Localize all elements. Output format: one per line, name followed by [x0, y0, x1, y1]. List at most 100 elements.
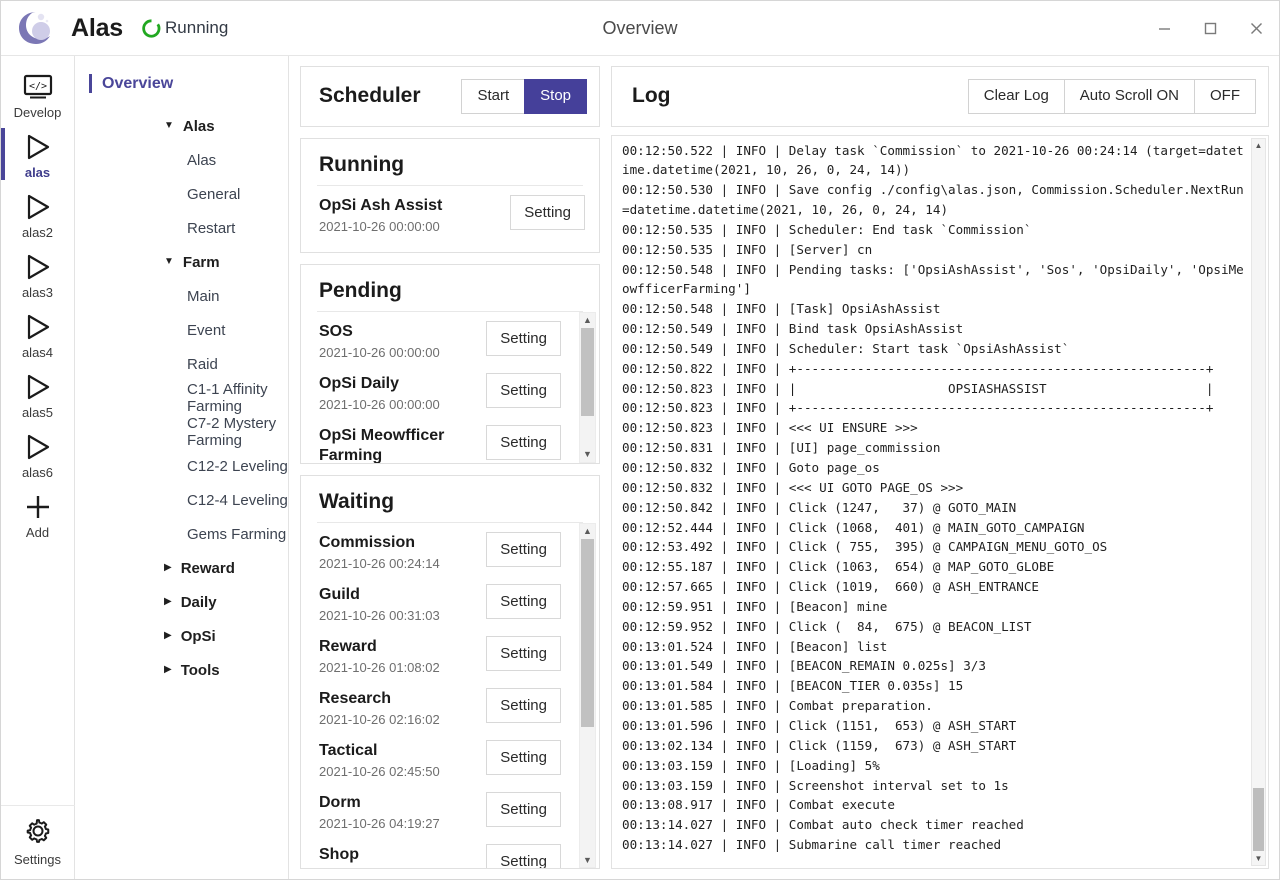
waiting-title: Waiting — [319, 489, 395, 513]
window-controls — [1141, 1, 1279, 55]
scheduler-start-button[interactable]: Start — [461, 79, 526, 114]
scheduler-card: Scheduler Start Stop — [300, 66, 600, 127]
running-list: OpSi Ash Assist 2021-10-26 00:00:00 Sett… — [301, 186, 599, 252]
scroll-up-arrow-icon[interactable]: ▲ — [583, 526, 592, 536]
scrollbar-track[interactable] — [580, 327, 595, 447]
auto-scroll-on-button[interactable]: Auto Scroll ON — [1063, 79, 1195, 114]
task-setting-button[interactable]: Setting — [486, 372, 561, 408]
pending-header: Pending — [301, 265, 599, 311]
plus-icon — [24, 490, 52, 524]
task-row: OpSi Daily 2021-10-26 00:00:00 Setting — [301, 364, 575, 416]
divider — [317, 521, 583, 523]
nav-group-header-daily[interactable]: ▶ Daily — [75, 585, 288, 619]
auto-scroll-off-button[interactable]: OFF — [1194, 79, 1256, 114]
rail-item-alas5[interactable]: alas5 — [1, 364, 75, 424]
task-time: 2021-10-26 00:31:03 — [319, 607, 440, 623]
nav-group-label: Daily — [180, 593, 217, 611]
task-setting-button[interactable]: Setting — [486, 843, 561, 868]
rail-item-settings[interactable]: Settings — [0, 805, 75, 879]
nav-item-gems-farming[interactable]: Gems Farming — [187, 525, 287, 543]
rail-label-develop: Develop — [13, 105, 62, 120]
task-setting-button[interactable]: Setting — [486, 687, 561, 723]
maximize-button[interactable] — [1187, 1, 1233, 55]
scheduler-title: Scheduler — [319, 84, 421, 108]
scroll-down-arrow-icon[interactable]: ▼ — [583, 449, 592, 459]
task-time: 2021-10-26 00:24:14 — [319, 555, 440, 571]
pending-card: Pending SOS 2021-10-26 00:00:00 Setting — [300, 263, 600, 464]
waiting-header: Waiting — [301, 476, 599, 522]
task-name: SOS — [319, 322, 353, 340]
task-setting-button[interactable]: Setting — [486, 583, 561, 619]
log-scrollbar[interactable]: ▲ ▼ — [1251, 137, 1266, 866]
scrollbar-thumb[interactable] — [581, 327, 594, 416]
task-setting-button[interactable]: Setting — [510, 194, 585, 230]
waiting-scrollbar[interactable]: ▲ ▼ — [579, 522, 596, 868]
rail-item-develop[interactable]: </> Develop — [1, 64, 75, 124]
task-setting-button[interactable]: Setting — [486, 635, 561, 671]
task-name: Commission — [319, 533, 416, 551]
nav-group-header-reward[interactable]: ▶ Reward — [75, 551, 288, 585]
task-name: OpSi Ash Assist — [319, 196, 443, 214]
running-header: Running — [301, 139, 599, 185]
task-name: Guild — [319, 585, 360, 603]
rail-item-alas4[interactable]: alas4 — [1, 304, 75, 364]
nav-item-main[interactable]: Main — [187, 287, 220, 305]
nav-item-alas[interactable]: Alas — [187, 151, 217, 169]
nav-item-restart[interactable]: Restart — [187, 219, 236, 237]
nav-item-raid[interactable]: Raid — [187, 355, 218, 373]
nav-item-c12-2-leveling[interactable]: C12-2 Leveling — [187, 457, 288, 475]
task-time: 2021-10-26 00:00:00 — [319, 396, 440, 412]
log-buttons: Clear Log Auto Scroll ON OFF — [967, 79, 1256, 114]
scroll-down-arrow-icon[interactable]: ▼ — [583, 854, 592, 865]
running-spinner-icon — [142, 18, 161, 38]
nav-item-c7-2-mystery-farming[interactable]: C7-2 Mystery Farming — [187, 415, 277, 449]
nav-group-header-alas[interactable]: ▼ Alas — [75, 109, 288, 143]
nav-group-label: OpSi — [180, 627, 216, 645]
nav-group-header-tools[interactable]: ▶ Tools — [75, 653, 288, 687]
rail-item-alas6[interactable]: alas6 — [1, 424, 75, 484]
chevron-down-icon: ▼ — [164, 120, 174, 131]
task-row: Reward 2021-10-26 01:08:02 Setting — [301, 627, 575, 679]
task-setting-button[interactable]: Setting — [486, 791, 561, 827]
scrollbar-thumb[interactable] — [1253, 788, 1264, 851]
task-row: Tactical 2021-10-26 02:45:50 Setting — [301, 731, 575, 783]
rail-item-add[interactable]: Add — [1, 484, 75, 544]
play-icon — [24, 370, 52, 404]
nav-group-header-farm[interactable]: ▼ Farm — [75, 245, 288, 279]
rail-item-alas[interactable]: alas — [0, 124, 75, 184]
rail-item-alas3[interactable]: alas3 — [1, 244, 75, 304]
task-name: Reward — [319, 637, 377, 655]
gear-icon — [23, 816, 53, 851]
nav-group-alas: ▼ Alas Alas General Restart — [75, 109, 288, 245]
scrollbar-thumb[interactable] — [581, 538, 594, 727]
log-header: Log Clear Log Auto Scroll ON OFF — [611, 66, 1269, 127]
nav-item-event[interactable]: Event — [187, 321, 226, 339]
close-button[interactable] — [1233, 1, 1279, 55]
nav-item-c1-1-affinity-farming[interactable]: C1-1 Affinity Farming — [187, 381, 268, 415]
clear-log-button[interactable]: Clear Log — [967, 79, 1065, 114]
play-icon — [24, 430, 52, 464]
pending-scrollbar[interactable]: ▲ ▼ — [579, 311, 596, 463]
pending-title: Pending — [319, 278, 402, 302]
scroll-up-arrow-icon[interactable]: ▲ — [583, 315, 592, 325]
nav-item-overview[interactable]: Overview — [75, 70, 288, 97]
task-row: Shop Setting — [301, 835, 575, 868]
nav-item-general[interactable]: General — [187, 185, 241, 203]
task-setting-button[interactable]: Setting — [486, 531, 561, 567]
minimize-button[interactable] — [1141, 1, 1187, 55]
task-setting-button[interactable]: Setting — [486, 739, 561, 775]
scrollbar-track[interactable] — [1252, 153, 1265, 851]
minimize-icon — [1158, 27, 1170, 30]
scrollbar-track[interactable] — [580, 538, 595, 853]
rail-item-alas2[interactable]: alas2 — [1, 184, 75, 244]
scheduler-stop-button[interactable]: Stop — [524, 79, 587, 114]
task-setting-button[interactable]: Setting — [486, 320, 561, 356]
task-time: 2021-10-26 02:16:02 — [319, 711, 440, 727]
nav-item-c12-4-leveling[interactable]: C12-4 Leveling — [187, 491, 288, 509]
nav-group-header-opsi[interactable]: ▶ OpSi — [75, 619, 288, 653]
scroll-up-arrow-icon[interactable]: ▲ — [1254, 141, 1263, 150]
scroll-down-arrow-icon[interactable]: ▼ — [1254, 853, 1263, 863]
task-setting-button[interactable]: Setting — [486, 424, 561, 460]
rail-label-alas4: alas4 — [21, 345, 54, 360]
maximize-icon — [1204, 22, 1216, 34]
